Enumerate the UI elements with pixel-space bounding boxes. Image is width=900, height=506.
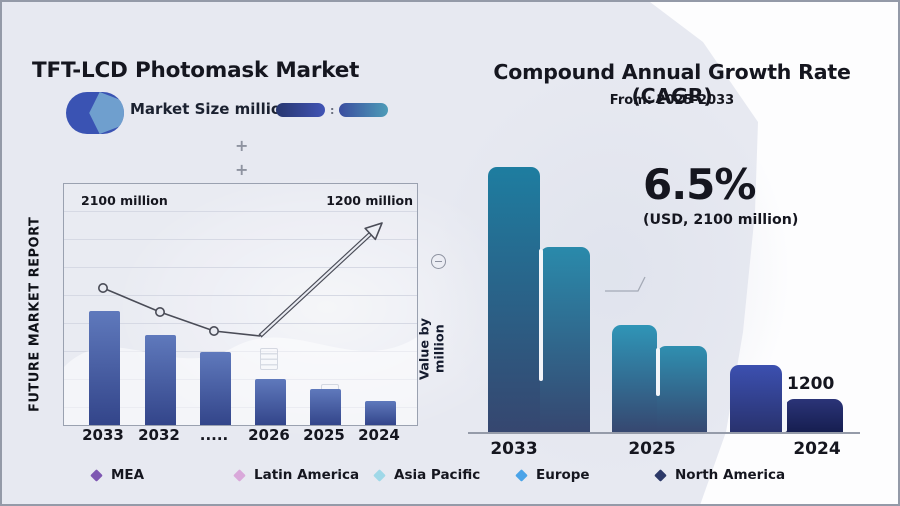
pill-separator: : — [330, 103, 335, 117]
legend-pills: : — [276, 103, 389, 117]
cagr-bar-2033-2 — [540, 247, 590, 434]
legend-diamond-icon — [515, 468, 528, 482]
bar-gap-highlight — [655, 348, 660, 396]
cagr-value: 6.5% — [643, 160, 756, 209]
bar-gap-highlight — [538, 249, 543, 381]
legend-item-latin-america: Latin America — [233, 467, 360, 483]
cagr-bar-2025-1 — [612, 325, 657, 434]
market-bar-2032 — [144, 335, 176, 425]
minus-circle-icon — [431, 254, 446, 269]
plus-icon: + — [235, 160, 249, 179]
legend-item-europe: Europe — [515, 467, 590, 483]
pill-dark-icon — [276, 103, 325, 117]
pill-teal-icon — [339, 103, 389, 117]
future-market-report-label: FUTURE MARKET REPORT — [27, 216, 43, 412]
cagr-bar-2033-1 — [488, 167, 540, 434]
legend-label: Europe — [536, 467, 590, 483]
market-bar-2024 — [364, 401, 396, 425]
left-chart-title: TFT-LCD Photomask Market — [32, 58, 360, 83]
right-chart-subtitle: From: 2025-2033 — [609, 93, 735, 108]
legend-diamond-icon — [90, 468, 103, 482]
right-chart-title: Compound Annual Growth Rate (CAGR) — [493, 60, 851, 108]
end-value-annotation: 1200 million — [326, 193, 413, 208]
legend-item-mea: MEA — [90, 467, 145, 483]
value-label-1200: 1200 — [787, 374, 835, 394]
x-label-2026: 2026 — [248, 426, 290, 444]
legend-label: Asia Pacific — [394, 467, 481, 483]
value-by-million-label: Value by million — [417, 318, 448, 380]
legend-item-asia-pacific: Asia Pacific — [373, 467, 481, 483]
market-size-x-axis: 2033 2032..... 2026 2025 2024 — [63, 426, 416, 448]
cagr-note: (USD, 2100 million) — [643, 212, 799, 228]
market-bar-2026 — [254, 379, 286, 425]
legend-label: North America — [675, 467, 786, 483]
start-value-annotation: 2100 million — [81, 193, 168, 208]
legend-label: Latin America — [254, 467, 360, 483]
cagr-x-axis-line — [468, 432, 860, 434]
x-label-2032: 2032 — [138, 426, 180, 444]
x-label-.....: ..... — [199, 426, 229, 444]
cagr-x-label-2033: 2033 — [490, 439, 538, 459]
market-size-label: Market Size million — [130, 100, 292, 118]
legend-diamond-icon — [373, 468, 386, 482]
market-bar-..... — [199, 352, 231, 425]
x-label-2033: 2033 — [82, 426, 124, 444]
cagr-bar-2024-2 — [785, 399, 843, 434]
x-label-2025: 2025 — [303, 426, 345, 444]
cagr-bar-2025-2 — [657, 346, 707, 434]
clipboard-watermark-icon — [260, 348, 278, 370]
cagr-bar-2024-1 — [730, 365, 782, 434]
market-bar-2025 — [309, 389, 341, 425]
database-icon — [66, 92, 124, 134]
plus-icon: + — [235, 136, 249, 155]
legend-diamond-icon — [233, 468, 246, 482]
bar-gap-highlight — [782, 400, 787, 432]
cagr-x-label-2024: 2024 — [793, 439, 841, 459]
legend-label: MEA — [111, 467, 145, 483]
x-label-2024: 2024 — [358, 426, 400, 444]
legend-item-north-america: North America — [654, 467, 786, 483]
cagr-x-label-2025: 2025 — [628, 439, 676, 459]
legend-diamond-icon — [654, 468, 667, 482]
